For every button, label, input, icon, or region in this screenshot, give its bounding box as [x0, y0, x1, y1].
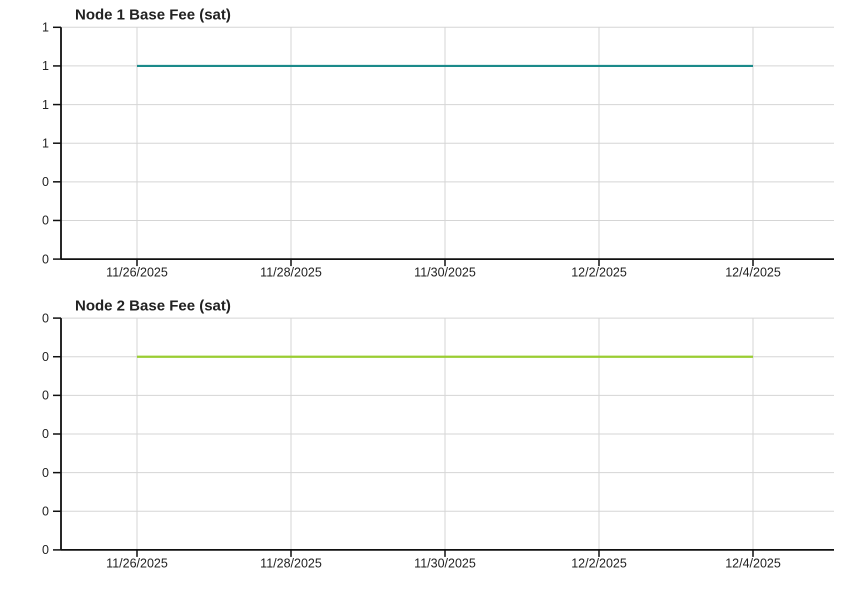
svg-text:0: 0: [42, 504, 49, 518]
svg-text:0: 0: [42, 389, 49, 403]
svg-text:0: 0: [42, 543, 49, 557]
svg-text:0: 0: [42, 466, 49, 480]
svg-text:11/28/2025: 11/28/2025: [260, 556, 322, 570]
svg-text:Node 2 Base Fee (sat): Node 2 Base Fee (sat): [75, 297, 231, 314]
svg-text:0: 0: [42, 311, 49, 325]
svg-text:12/2/2025: 12/2/2025: [571, 556, 627, 570]
svg-text:11/30/2025: 11/30/2025: [414, 556, 476, 570]
svg-text:0: 0: [42, 350, 49, 364]
svg-text:0: 0: [42, 427, 49, 441]
svg-text:12/4/2025: 12/4/2025: [725, 556, 781, 570]
svg-text:11/26/2025: 11/26/2025: [106, 556, 168, 570]
